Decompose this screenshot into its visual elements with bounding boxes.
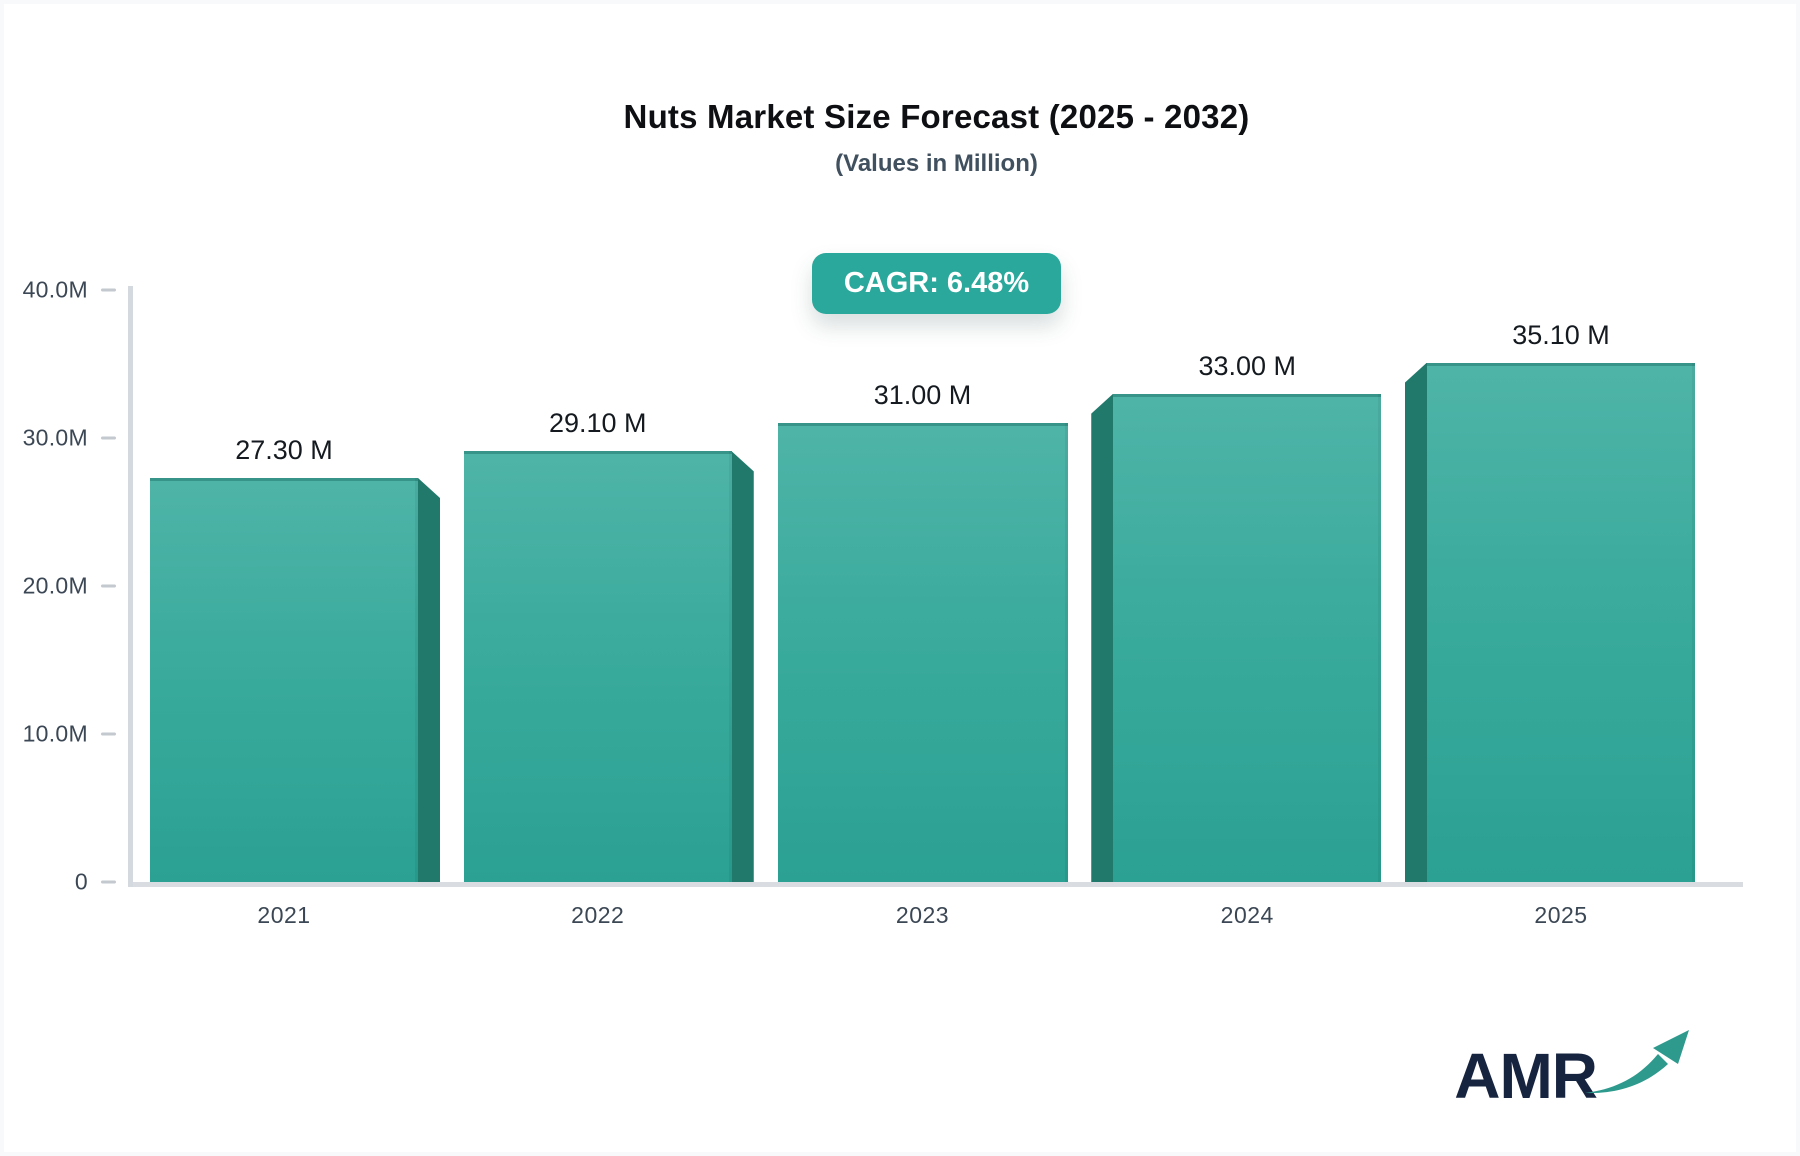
bar-value-label: 27.30 M — [235, 434, 333, 465]
y-tick: 30.0M — [0, 425, 116, 452]
bar-3d-side — [1405, 362, 1427, 882]
amr-logo: AMR — [1454, 1027, 1695, 1108]
bar-value-label: 35.10 M — [1512, 319, 1610, 350]
y-tick-label: 10.0M — [22, 720, 88, 747]
chart-subtitle: (Values in Million) — [835, 150, 1038, 177]
bar-3d-side — [1091, 393, 1114, 882]
y-tick: 10.0M — [0, 721, 116, 748]
bar-2025: 35.10 M — [1405, 320, 1695, 882]
bar-3d-side — [731, 451, 754, 882]
bar-2024: 33.00 M — [1091, 351, 1382, 882]
x-axis-label: 2024 — [1220, 902, 1274, 928]
y-tick: 40.0M — [0, 277, 116, 304]
bar-2022: 29.10 M — [463, 408, 754, 882]
bar-face — [777, 423, 1068, 882]
y-axis-line — [128, 286, 133, 887]
tick-dash — [101, 288, 116, 292]
growth-arrow-icon — [1583, 1027, 1695, 1106]
bar-column-2024: 33.00 M 2024 — [1091, 290, 1382, 928]
bar-2023: 31.00 M — [777, 380, 1068, 882]
x-axis-label: 2021 — [257, 902, 311, 928]
x-axis-label: 2022 — [571, 902, 625, 928]
y-tick-label: 20.0M — [22, 572, 88, 599]
y-tick: 20.0M — [0, 573, 116, 600]
plot-area: 40.0M 30.0M 20.0M 10.0M 0 27.30 M — [23, 277, 1743, 928]
amr-logo-text: AMR — [1454, 1040, 1598, 1112]
cagr-badge-row: CAGR: 6.48% — [130, 253, 1743, 314]
bar-value-label: 29.10 M — [548, 408, 647, 439]
bar-value-label: 31.00 M — [873, 380, 972, 411]
tick-dash — [101, 880, 116, 884]
bar-column-2023: 31.00 M 2023 — [777, 290, 1068, 928]
chart-title: Nuts Market Size Forecast (2025 - 2032) — [623, 98, 1250, 135]
y-tick-label: 30.0M — [22, 424, 88, 451]
tick-dash — [101, 436, 116, 440]
bar-2021: 27.30 M — [150, 435, 440, 882]
bar-face — [463, 451, 732, 882]
x-axis-label: 2025 — [1534, 902, 1588, 928]
bar-value-label: 33.00 M — [1198, 350, 1297, 381]
y-tick-label: 40.0M — [22, 276, 88, 303]
y-tick: 0 — [0, 869, 116, 896]
bar-face — [1113, 393, 1382, 882]
cagr-badge: CAGR: 6.48% — [811, 253, 1062, 314]
bar-column-2022: 29.10 M 2022 — [463, 290, 754, 928]
bar-column-2021: 27.30 M 2021 — [150, 290, 440, 928]
y-tick-label: 0 — [74, 868, 88, 895]
tick-dash — [101, 732, 116, 736]
bar-face — [150, 477, 418, 882]
bar-3d-side — [418, 477, 440, 882]
x-axis-label: 2023 — [895, 902, 950, 928]
bar-column-2025: 35.10 M 2025 — [1405, 290, 1695, 928]
bar-columns: 27.30 M 2021 29.10 M 2022 31.00 M — [130, 290, 1743, 928]
bar-face — [1427, 362, 1695, 882]
tick-dash — [101, 584, 116, 588]
